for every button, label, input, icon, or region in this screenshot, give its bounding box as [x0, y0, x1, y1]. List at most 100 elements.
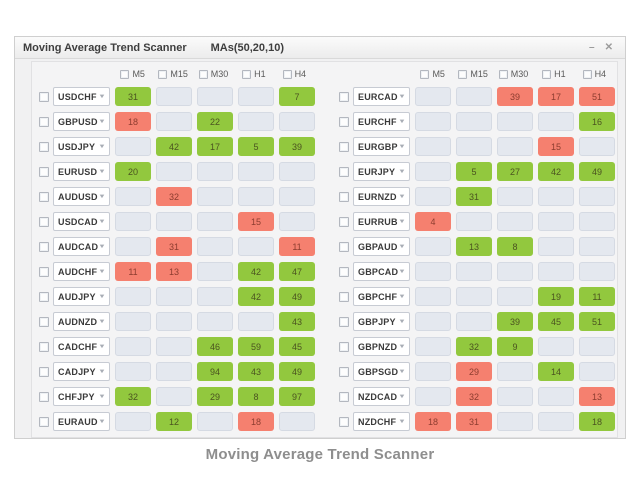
trend-cell-m5[interactable]: 11: [115, 262, 151, 281]
trend-cell-m30[interactable]: [497, 212, 533, 231]
pair-select[interactable]: GBPCAD ▼: [353, 262, 410, 281]
trend-cell-m15[interactable]: 5: [456, 162, 492, 181]
trend-cell-m15[interactable]: [456, 137, 492, 156]
trend-cell-m30[interactable]: 39: [497, 87, 533, 106]
trend-cell-h4[interactable]: 51: [579, 87, 615, 106]
trend-cell-m30[interactable]: [197, 262, 233, 281]
close-icon[interactable]: ✕: [604, 41, 613, 53]
pair-checkbox[interactable]: [339, 341, 349, 352]
trend-cell-m15[interactable]: [456, 287, 492, 306]
trend-cell-h1[interactable]: [538, 262, 574, 281]
trend-cell-h1[interactable]: 59: [238, 337, 274, 356]
trend-cell-m5[interactable]: [115, 137, 151, 156]
trend-cell-m5[interactable]: [415, 87, 451, 106]
pair-checkbox[interactable]: [339, 141, 349, 152]
timeframe-checkbox-m5[interactable]: [120, 69, 130, 79]
trend-cell-m15[interactable]: 13: [456, 237, 492, 256]
pair-checkbox[interactable]: [339, 116, 349, 127]
trend-cell-h1[interactable]: [538, 412, 574, 431]
trend-cell-h1[interactable]: 42: [538, 162, 574, 181]
trend-cell-m15[interactable]: [156, 162, 192, 181]
trend-cell-m5[interactable]: [415, 312, 451, 331]
trend-cell-m15[interactable]: [456, 112, 492, 131]
trend-cell-m15[interactable]: 31: [156, 237, 192, 256]
pair-select[interactable]: USDCAD ▼: [53, 212, 110, 231]
window-titlebar[interactable]: Moving Average Trend Scanner MAs(50,20,1…: [15, 37, 625, 59]
trend-cell-m30[interactable]: [197, 412, 233, 431]
trend-cell-h4[interactable]: 13: [579, 387, 615, 406]
trend-cell-m15[interactable]: [456, 212, 492, 231]
pair-checkbox[interactable]: [39, 141, 49, 152]
trend-cell-m15[interactable]: 12: [156, 412, 192, 431]
timeframe-checkbox-m5[interactable]: [420, 69, 430, 79]
trend-cell-h1[interactable]: 43: [238, 362, 274, 381]
trend-cell-m15[interactable]: 32: [456, 337, 492, 356]
trend-cell-m5[interactable]: [115, 312, 151, 331]
pair-select[interactable]: USDJPY ▼: [53, 137, 110, 156]
trend-cell-m5[interactable]: [115, 337, 151, 356]
pair-checkbox[interactable]: [339, 366, 349, 377]
pair-checkbox[interactable]: [339, 241, 349, 252]
trend-cell-m15[interactable]: [156, 362, 192, 381]
pair-checkbox[interactable]: [339, 316, 349, 327]
trend-cell-m30[interactable]: [497, 387, 533, 406]
trend-cell-h4[interactable]: [579, 362, 615, 381]
trend-cell-m5[interactable]: [415, 162, 451, 181]
trend-cell-m5[interactable]: 18: [415, 412, 451, 431]
pair-select[interactable]: AUDCAD ▼: [53, 237, 110, 256]
trend-cell-m30[interactable]: [497, 262, 533, 281]
trend-cell-m15[interactable]: 31: [456, 187, 492, 206]
trend-cell-m30[interactable]: 27: [497, 162, 533, 181]
trend-cell-h4[interactable]: 7: [279, 87, 315, 106]
pair-select[interactable]: EURRUB ▼: [353, 212, 410, 231]
trend-cell-m30[interactable]: 22: [197, 112, 233, 131]
timeframe-checkbox-h4[interactable]: [582, 69, 592, 79]
pair-select[interactable]: GBPSGD ▼: [353, 362, 410, 381]
pair-select[interactable]: GBPJPY ▼: [353, 312, 410, 331]
timeframe-checkbox-m15[interactable]: [458, 69, 468, 79]
pair-checkbox[interactable]: [339, 91, 349, 102]
trend-cell-m5[interactable]: 31: [115, 87, 151, 106]
trend-cell-m30[interactable]: 9: [497, 337, 533, 356]
timeframe-checkbox-m15[interactable]: [158, 69, 168, 79]
trend-cell-m15[interactable]: [456, 87, 492, 106]
trend-cell-m5[interactable]: [415, 287, 451, 306]
trend-cell-h1[interactable]: [238, 112, 274, 131]
trend-cell-h4[interactable]: [579, 262, 615, 281]
trend-cell-m30[interactable]: [497, 362, 533, 381]
trend-cell-h1[interactable]: 19: [538, 287, 574, 306]
timeframe-checkbox-m30[interactable]: [198, 69, 208, 79]
trend-cell-h1[interactable]: 5: [238, 137, 274, 156]
trend-cell-h1[interactable]: [238, 187, 274, 206]
pair-checkbox[interactable]: [339, 166, 349, 177]
trend-cell-m5[interactable]: 32: [115, 387, 151, 406]
trend-cell-m5[interactable]: [415, 387, 451, 406]
trend-cell-m30[interactable]: 29: [197, 387, 233, 406]
trend-cell-m15[interactable]: 42: [156, 137, 192, 156]
trend-cell-m30[interactable]: [497, 137, 533, 156]
trend-cell-m15[interactable]: [156, 287, 192, 306]
trend-cell-m5[interactable]: 20: [115, 162, 151, 181]
pair-select[interactable]: EURJPY ▼: [353, 162, 410, 181]
pair-select[interactable]: USDCHF ▼: [53, 87, 110, 106]
trend-cell-h1[interactable]: [538, 112, 574, 131]
pair-checkbox[interactable]: [39, 266, 49, 277]
trend-cell-h4[interactable]: [579, 237, 615, 256]
trend-cell-m30[interactable]: 8: [497, 237, 533, 256]
trend-cell-h4[interactable]: [279, 187, 315, 206]
pair-select[interactable]: NZDCAD ▼: [353, 387, 410, 406]
trend-cell-m30[interactable]: 46: [197, 337, 233, 356]
trend-cell-h1[interactable]: [538, 387, 574, 406]
trend-cell-m30[interactable]: [197, 312, 233, 331]
pair-select[interactable]: EURNZD ▼: [353, 187, 410, 206]
trend-cell-m15[interactable]: [156, 387, 192, 406]
trend-cell-m5[interactable]: [415, 137, 451, 156]
trend-cell-m30[interactable]: 17: [197, 137, 233, 156]
trend-cell-h1[interactable]: [538, 187, 574, 206]
trend-cell-h4[interactable]: 49: [279, 362, 315, 381]
trend-cell-h4[interactable]: [279, 162, 315, 181]
trend-cell-m30[interactable]: [197, 287, 233, 306]
trend-cell-m5[interactable]: [415, 262, 451, 281]
trend-cell-h4[interactable]: 11: [279, 237, 315, 256]
trend-cell-h4[interactable]: 11: [579, 287, 615, 306]
